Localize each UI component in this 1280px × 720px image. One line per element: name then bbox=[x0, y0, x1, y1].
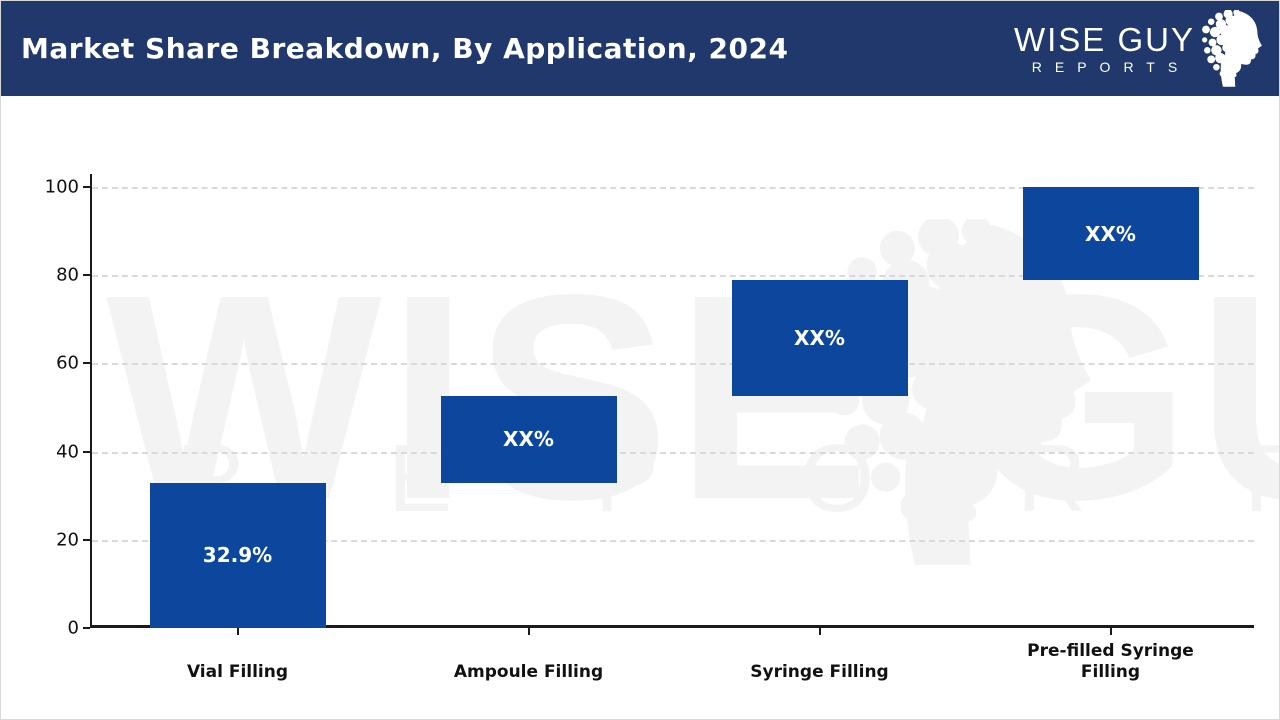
page-title: Market Share Breakdown, By Application, … bbox=[21, 32, 789, 65]
y-axis-tick-80 bbox=[83, 274, 90, 277]
y-axis-tick-label: 40 bbox=[56, 441, 79, 463]
logo-subtitle: REPORTS bbox=[1031, 59, 1191, 75]
x-axis-tick bbox=[1109, 628, 1112, 635]
y-axis-tick-label: 80 bbox=[56, 264, 79, 286]
gridline-60 bbox=[92, 363, 1254, 366]
x-axis-tick bbox=[527, 628, 530, 635]
bar-pre-filled-syringe-filling: XX% bbox=[1022, 187, 1199, 281]
y-axis-tick-label: 20 bbox=[56, 529, 79, 551]
gridline-100 bbox=[92, 187, 1254, 189]
y-axis-tick-20 bbox=[83, 538, 90, 541]
y-axis-tick-60 bbox=[83, 362, 90, 365]
logo-text: WISE GUY REPORTS bbox=[1014, 23, 1195, 75]
logo-wordmark: WISE GUY bbox=[1013, 21, 1195, 58]
wiseguy-logo: WISE GUY REPORTS bbox=[1014, 9, 1265, 89]
bar-vial-filling: 32.9% bbox=[149, 482, 326, 628]
x-axis-tick bbox=[818, 628, 821, 635]
y-axis-tick-label: 0 bbox=[67, 617, 79, 639]
y-axis-tick-label: 100 bbox=[44, 176, 79, 198]
x-axis-category-label: Vial Filling bbox=[186, 661, 289, 682]
bar-syringe-filling: XX% bbox=[731, 280, 908, 396]
x-axis-category-label: Pre-filled Syringe Filling bbox=[1027, 640, 1194, 682]
x-axis-tick bbox=[236, 628, 239, 635]
watermark-reports-text: R E P O R T S bbox=[176, 425, 1279, 532]
bar-value-label: 32.9% bbox=[202, 543, 273, 568]
bar-value-label: XX% bbox=[1085, 221, 1136, 246]
y-axis-tick-0 bbox=[83, 627, 90, 629]
x-axis-category-label: Syringe Filling bbox=[750, 661, 889, 682]
bar-value-label: XX% bbox=[794, 326, 845, 351]
chart-plot-area: 0 20 40 60 80 100 32.9% Vial Filling XX% Ampoule … bbox=[45, 174, 1254, 682]
y-axis-tick-40 bbox=[83, 450, 90, 453]
x-axis-category-label: Ampoule Filling bbox=[453, 661, 604, 682]
bar-ampoule-filling: XX% bbox=[440, 395, 617, 483]
bar-value-label: XX% bbox=[503, 427, 554, 452]
gridline-80 bbox=[92, 275, 1254, 278]
gridline-20 bbox=[92, 539, 1254, 542]
gridline-40 bbox=[92, 451, 1254, 454]
y-axis-tick-label: 60 bbox=[56, 352, 79, 374]
wiseguy-face-icon bbox=[1199, 9, 1265, 88]
y-axis-tick-100 bbox=[83, 186, 90, 188]
header-banner: Market Share Breakdown, By Application, … bbox=[1, 1, 1279, 96]
